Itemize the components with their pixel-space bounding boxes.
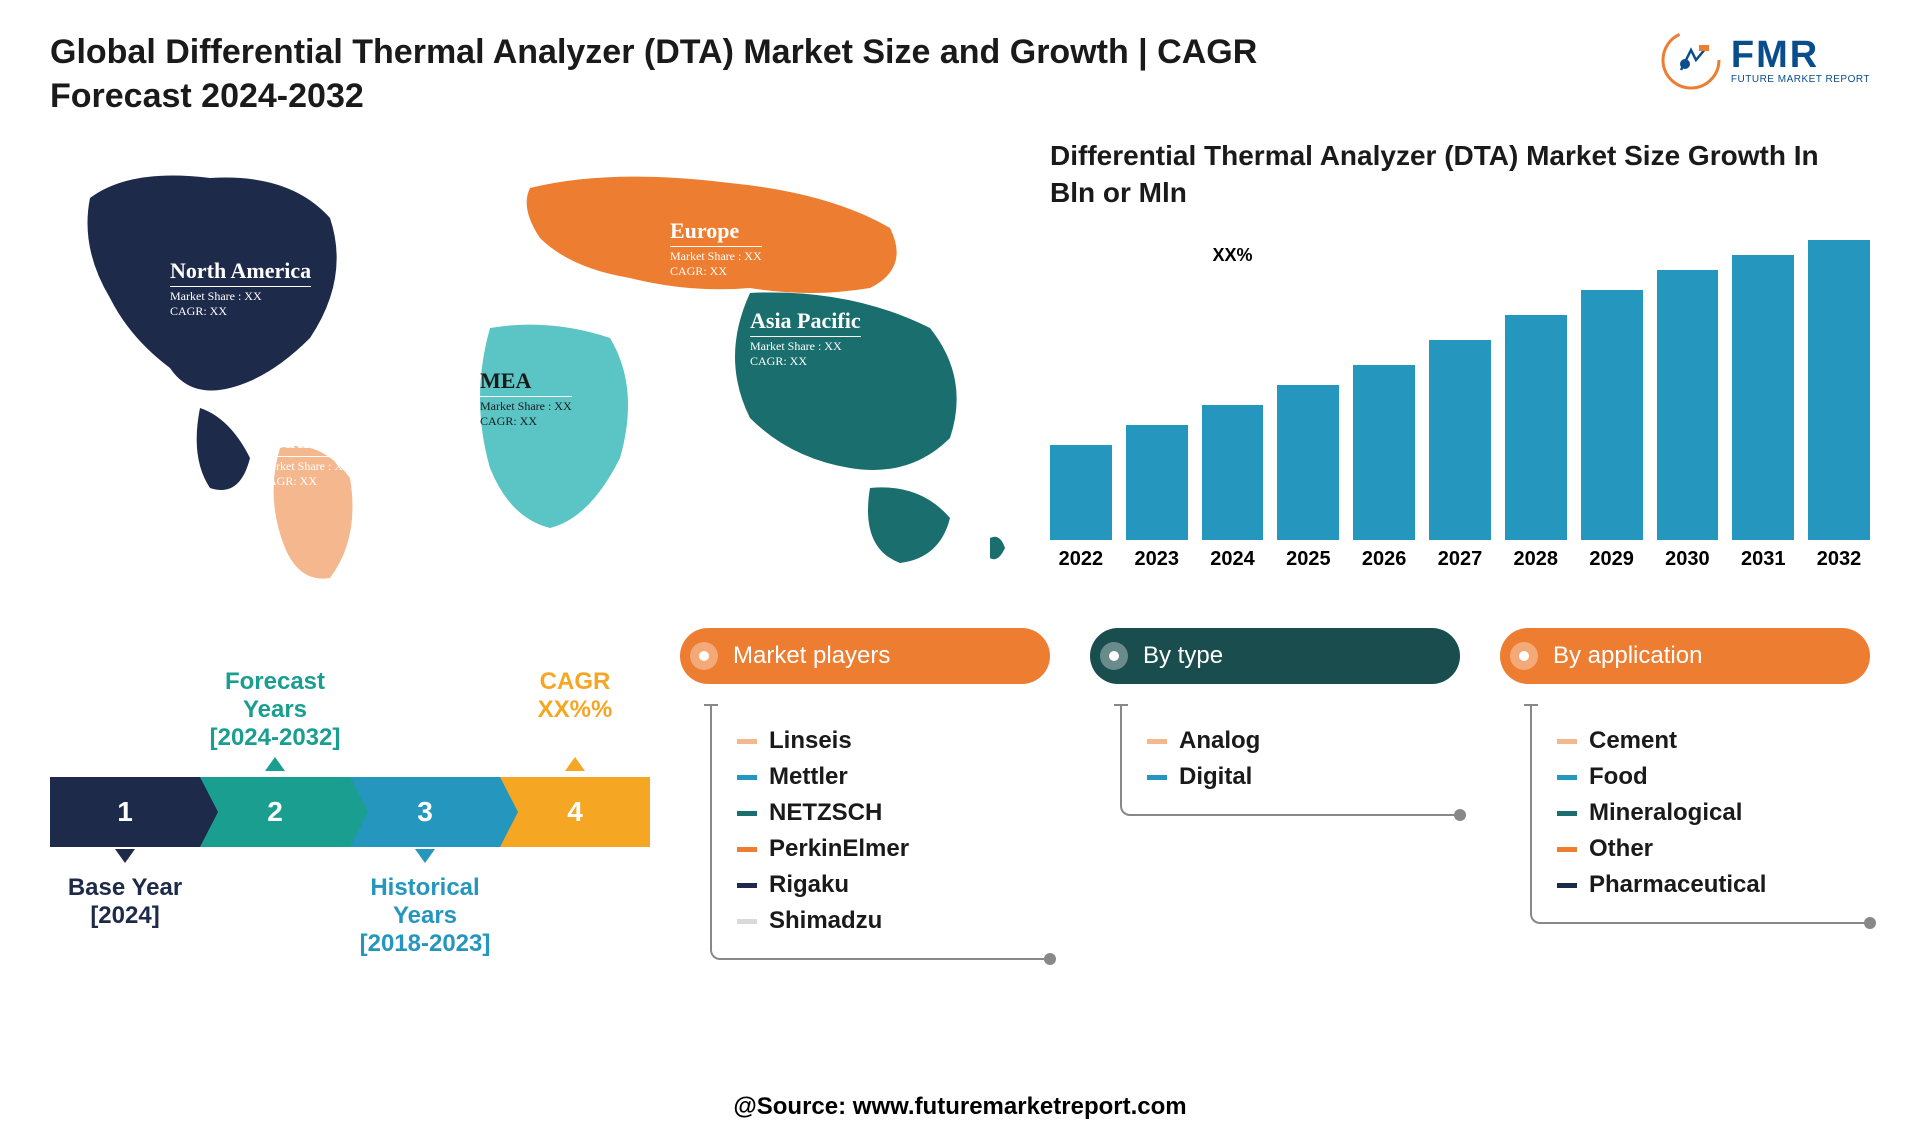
logo-icon <box>1661 30 1721 90</box>
bar-2025: 2025 <box>1277 385 1339 571</box>
cat-item: Linseis <box>737 727 1050 755</box>
timeline: Forecast Years[2024-2032]CAGRXX%% 1234 B… <box>50 628 650 958</box>
timeline-seg-2: 2 <box>200 777 350 847</box>
bar-2027: 2027 <box>1429 340 1491 571</box>
bar-2026: 2026 <box>1353 365 1415 571</box>
region-label-north-america: North AmericaMarket Share : XXCAGR: XX <box>170 258 311 319</box>
bar-2030: 2030 <box>1657 270 1719 571</box>
region-label-asia-pacific: Asia PacificMarket Share : XXCAGR: XX <box>750 308 861 369</box>
bar-chart-section: Differential Thermal Analyzer (DTA) Mark… <box>1050 138 1870 588</box>
logo: FMR FUTURE MARKET REPORT <box>1661 30 1870 90</box>
bar-2023: 2023 <box>1126 425 1188 571</box>
cat-item: Shimadzu <box>737 907 1050 935</box>
cat-item: Mettler <box>737 763 1050 791</box>
cat-header: Market players <box>680 628 1050 684</box>
region-label-south-america: South AmericaMarket Share : XXCAGR: XX <box>260 428 400 489</box>
bar-2022: 2022 <box>1050 445 1112 571</box>
cat-item: NETZSCH <box>737 799 1050 827</box>
region-label-europe: EuropeMarket Share : XXCAGR: XX <box>670 218 762 279</box>
bar-2031: 2031 <box>1732 255 1794 571</box>
bar-chart: 20222023XX%20242025202620272028202920302… <box>1050 231 1870 571</box>
cat-item: PerkinElmer <box>737 835 1050 863</box>
region-label-mea: MEAMarket Share : XXCAGR: XX <box>480 368 572 429</box>
timeline-seg-1: 1 <box>50 777 200 847</box>
category-by-application: By application Cement Food Mineralogical Oth… <box>1500 628 1870 960</box>
cat-header: By application <box>1500 628 1870 684</box>
chart-title: Differential Thermal Analyzer (DTA) Mark… <box>1050 138 1870 211</box>
cat-item: Mineralogical <box>1557 799 1870 827</box>
cat-item: Other <box>1557 835 1870 863</box>
bar-2029: 2029 <box>1581 290 1643 571</box>
cat-header: By type <box>1090 628 1460 684</box>
bar-2028: 2028 <box>1505 315 1567 571</box>
cat-item: Rigaku <box>737 871 1050 899</box>
bar-2032: XX%2032 <box>1808 240 1870 571</box>
cat-item: Analog <box>1147 727 1460 755</box>
category-market-players: Market players Linseis Mettler NETZSCH Perk… <box>680 628 1050 960</box>
world-map: North AmericaMarket Share : XXCAGR: XX So… <box>50 138 1010 588</box>
timeline-seg-4: 4 <box>500 777 650 847</box>
logo-sub-text: FUTURE MARKET REPORT <box>1731 74 1870 85</box>
page-title: Global Differential Thermal Analyzer (DT… <box>50 30 1350 118</box>
logo-fmr-text: FMR <box>1731 36 1870 74</box>
cat-item: Cement <box>1557 727 1870 755</box>
cat-item: Digital <box>1147 763 1460 791</box>
category-by-type: By type Analog Digital <box>1090 628 1460 960</box>
cat-item: Food <box>1557 763 1870 791</box>
cat-item: Pharmaceutical <box>1557 871 1870 899</box>
source-text: @Source: www.futuremarketreport.com <box>733 1093 1186 1121</box>
bar-2024: XX%2024 <box>1202 405 1264 571</box>
timeline-seg-3: 3 <box>350 777 500 847</box>
categories: Market players Linseis Mettler NETZSCH Perk… <box>680 628 1870 960</box>
